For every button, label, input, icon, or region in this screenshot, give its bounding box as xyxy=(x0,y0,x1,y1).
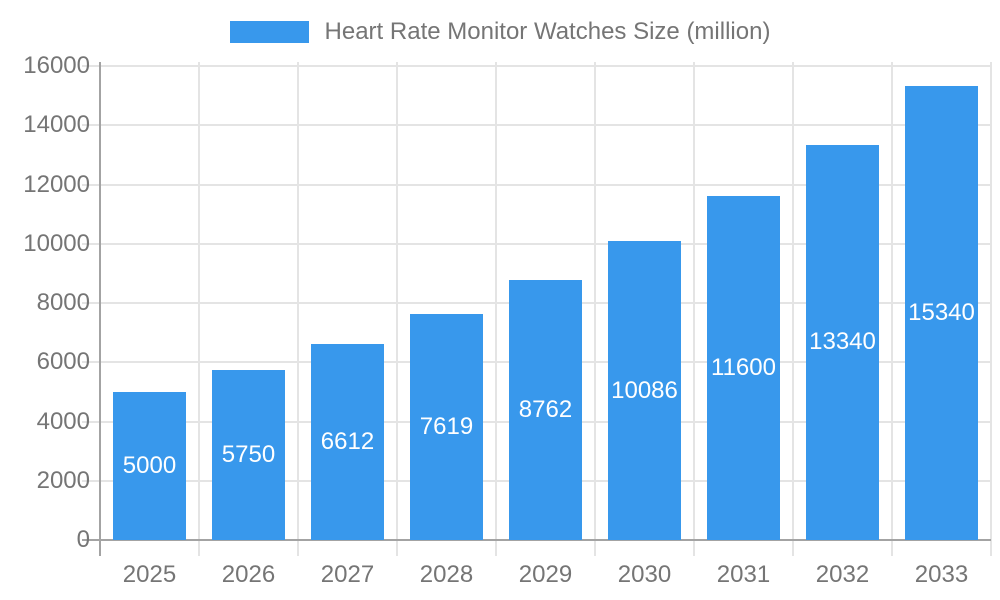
bar[interactable] xyxy=(410,314,483,540)
bar[interactable] xyxy=(806,144,879,540)
y-tick-label: 16000 xyxy=(23,52,90,79)
bar-value-label: 7619 xyxy=(419,413,474,441)
x-gridline xyxy=(990,62,992,556)
y-gridline xyxy=(82,65,991,67)
x-tick-label: 2026 xyxy=(221,561,276,588)
bar[interactable] xyxy=(311,344,384,540)
bar-value-label: 6612 xyxy=(320,428,375,456)
x-gridline xyxy=(396,62,398,556)
bar[interactable] xyxy=(905,85,978,540)
x-gridline xyxy=(297,62,299,556)
bar-value-label: 15340 xyxy=(908,298,975,326)
legend-swatch xyxy=(229,21,309,43)
x-gridline xyxy=(495,62,497,556)
y-axis-line xyxy=(99,62,101,556)
x-tick-label: 2032 xyxy=(815,561,870,588)
bar-value-label: 5750 xyxy=(221,440,276,468)
x-tick-label: 2033 xyxy=(914,561,969,588)
y-tick-label: 8000 xyxy=(36,289,90,316)
bar[interactable] xyxy=(509,280,582,540)
y-tick-label: 10000 xyxy=(23,229,90,257)
y-gridline xyxy=(82,183,991,186)
y-gridline xyxy=(82,124,991,127)
bar[interactable] xyxy=(608,241,681,540)
y-tick-label: 12000 xyxy=(23,170,90,198)
x-gridline xyxy=(198,62,200,556)
legend[interactable]: Heart Rate Monitor Watches Size (million… xyxy=(0,14,1000,50)
y-tick-label: 2000 xyxy=(36,466,90,494)
x-tick-label: 2030 xyxy=(617,561,672,588)
y-tick-label: 0 xyxy=(76,526,90,553)
bar-value-label: 8762 xyxy=(518,396,573,424)
x-tick-label: 2028 xyxy=(419,561,474,588)
x-gridline xyxy=(792,62,794,556)
x-gridline xyxy=(594,62,596,556)
bar[interactable] xyxy=(113,391,186,540)
x-tick-label: 2029 xyxy=(518,561,573,588)
x-gridline xyxy=(891,62,893,556)
x-gridline xyxy=(693,62,695,556)
x-axis-line xyxy=(82,539,991,541)
x-tick-label: 2031 xyxy=(716,561,771,588)
x-tick-label: 2027 xyxy=(320,561,375,588)
y-tick-label: 14000 xyxy=(23,111,90,139)
y-tick-label: 6000 xyxy=(36,348,90,376)
bar-value-label: 10086 xyxy=(611,376,678,404)
bar-value-label: 13340 xyxy=(809,328,876,356)
y-gridline xyxy=(82,242,991,245)
bar[interactable] xyxy=(212,369,285,540)
bar[interactable] xyxy=(707,196,780,540)
bar-value-label: 5000 xyxy=(122,451,177,479)
legend-label: Heart Rate Monitor Watches Size (million… xyxy=(324,18,771,45)
bar-value-label: 11600 xyxy=(711,354,776,382)
y-tick-label: 4000 xyxy=(36,407,90,435)
x-tick-label: 2025 xyxy=(122,561,177,588)
